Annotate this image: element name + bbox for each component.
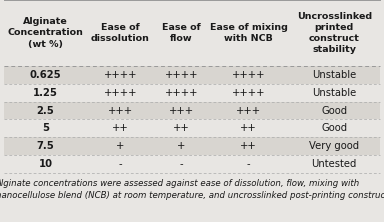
Text: ++++: ++++ (104, 70, 137, 80)
Text: ++++: ++++ (165, 88, 198, 98)
Text: -: - (247, 159, 250, 169)
Text: ++++: ++++ (104, 88, 137, 98)
Text: -: - (119, 159, 122, 169)
Text: Unstable: Unstable (312, 88, 356, 98)
Text: Ease of
flow: Ease of flow (162, 23, 201, 43)
Text: +: + (116, 141, 124, 151)
Text: ++: ++ (173, 123, 190, 133)
Text: 7.5: 7.5 (36, 141, 55, 151)
Text: 1.25: 1.25 (33, 88, 58, 98)
Text: Alginate concentrations were assessed against ease of dissolution, flow, mixing : Alginate concentrations were assessed ag… (0, 179, 384, 200)
Text: Untested: Untested (311, 159, 357, 169)
Text: -: - (179, 159, 183, 169)
Text: 2.5: 2.5 (36, 105, 55, 115)
Text: Uncrosslinked
printed
construct
stability: Uncrosslinked printed construct stabilit… (296, 12, 372, 54)
Text: 5: 5 (42, 123, 49, 133)
Text: ++: ++ (112, 123, 129, 133)
Text: +++: +++ (236, 105, 261, 115)
Text: Good: Good (321, 123, 347, 133)
Text: 0.625: 0.625 (30, 70, 61, 80)
Text: ++: ++ (240, 123, 257, 133)
Text: +++: +++ (169, 105, 194, 115)
Text: 10: 10 (38, 159, 53, 169)
Text: Alginate
Concentration
(wt %): Alginate Concentration (wt %) (8, 17, 83, 48)
Text: ++++: ++++ (232, 70, 265, 80)
Text: Very good: Very good (309, 141, 359, 151)
Text: ++++: ++++ (232, 88, 265, 98)
Text: +++: +++ (108, 105, 133, 115)
Text: Ease of
dissolution: Ease of dissolution (91, 23, 150, 43)
Text: +: + (177, 141, 185, 151)
Text: ++: ++ (240, 141, 257, 151)
Text: Ease of mixing
with NCB: Ease of mixing with NCB (210, 23, 288, 43)
Text: Good: Good (321, 105, 347, 115)
Text: ++++: ++++ (165, 70, 198, 80)
Text: Unstable: Unstable (312, 70, 356, 80)
